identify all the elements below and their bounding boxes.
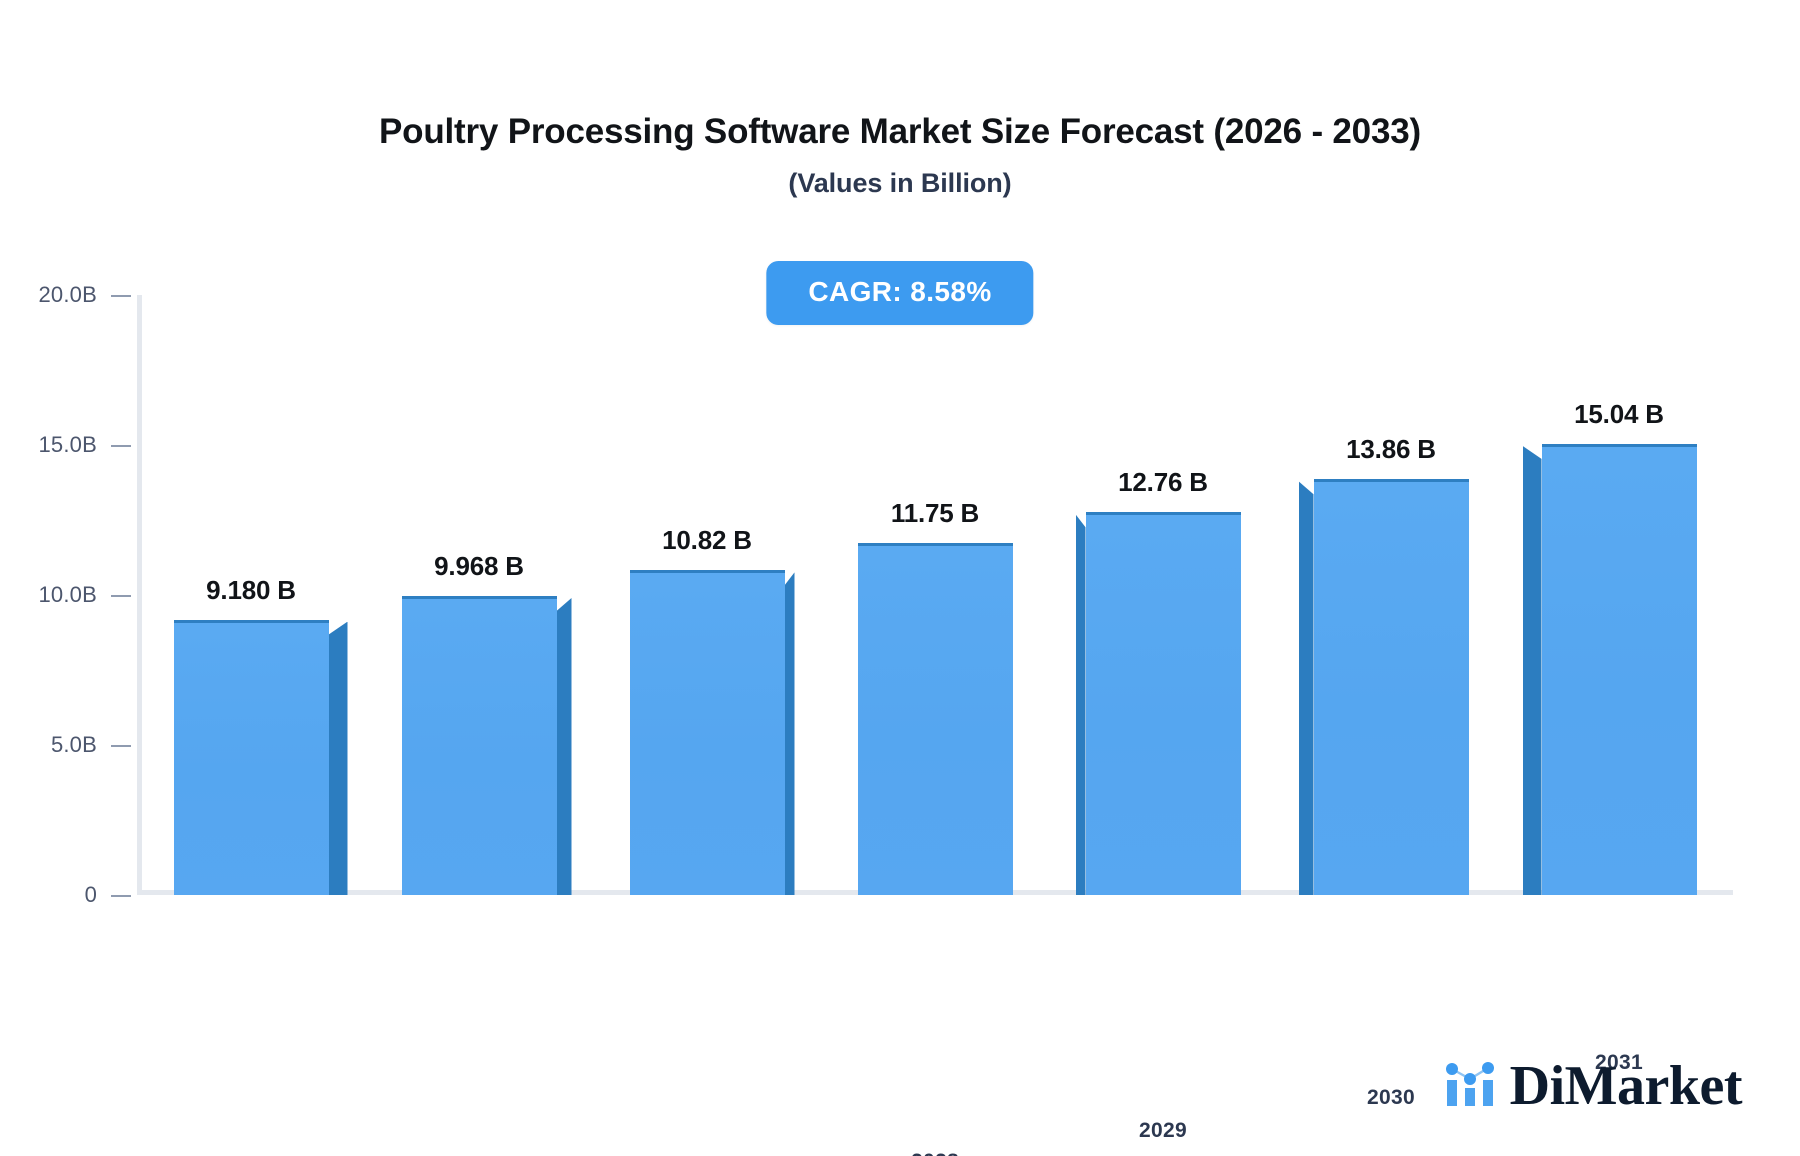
y-axis-tick-mark: [111, 895, 131, 898]
bar-group[interactable]: 11.75 B 2028: [857, 498, 1013, 1156]
y-axis-tick-mark: [111, 595, 131, 598]
y-axis-tick-mark: [111, 295, 131, 298]
bar[interactable]: [629, 570, 785, 895]
bar-value-label: 13.86 B: [1346, 434, 1436, 465]
bar[interactable]: [1541, 443, 1697, 895]
bar-side-face: [1075, 514, 1086, 895]
logo-wordmark: DiMarket: [1509, 1055, 1743, 1117]
bar-value-label: 12.76 B: [1118, 467, 1208, 498]
y-axis-line: [137, 295, 142, 895]
bar-side-face: [328, 621, 348, 895]
bar-group[interactable]: 9.180 B2025: [173, 575, 348, 895]
y-axis-tick: 15.0B: [7, 432, 137, 458]
x-axis-tick-label: 2030: [1367, 1086, 1415, 1110]
y-axis-tick: 20.0B: [7, 282, 137, 308]
bar-value-label: 15.04 B: [1574, 398, 1664, 429]
x-axis-tick-label: 2029: [1139, 1119, 1187, 1143]
bar-value-label: 10.82 B: [662, 525, 752, 556]
bar[interactable]: [1085, 512, 1241, 895]
y-axis-tick-label: 20.0B: [38, 282, 97, 307]
bar-side-face: [784, 572, 795, 895]
chart-title: Poultry Processing Software Market Size …: [379, 112, 1421, 151]
cagr-badge: CAGR: 8.58%: [766, 261, 1034, 325]
bar-value-label: 9.968 B: [434, 550, 524, 581]
y-axis-tick-label: 15.0B: [38, 432, 97, 457]
bar[interactable]: [401, 595, 557, 895]
y-axis-tick: 5.0B: [7, 732, 137, 758]
bar-side-face: [1522, 445, 1542, 895]
y-axis-tick-mark: [111, 445, 131, 448]
bar-group[interactable]: 12.76 B 2029: [1075, 467, 1241, 1142]
bars-layer: 9.180 B2025 9.968 B2026 10.82 B2027 11.75 B…: [137, 295, 1733, 1156]
x-axis-tick-label: 2031: [1595, 1050, 1643, 1074]
dimarket-logo: DiMarket: [1444, 1055, 1743, 1117]
bar-group[interactable]: 9.968 B2026: [401, 551, 572, 895]
bar-group[interactable]: 10.82 B2027: [629, 525, 795, 895]
bar-group[interactable]: 15.04 B 2031: [1522, 399, 1697, 1074]
bar-chart-trend-icon: [1444, 1060, 1496, 1113]
y-axis-tick: 10.0B: [7, 582, 137, 608]
y-axis-tick-label: 0: [84, 882, 97, 907]
bar-value-label: 11.75 B: [890, 497, 980, 528]
y-axis-tick-mark: [111, 745, 131, 748]
y-axis-tick-label: 5.0B: [50, 732, 97, 757]
bar-side-face: [1298, 481, 1314, 895]
y-axis-tick-label: 10.0B: [38, 582, 97, 607]
bar-value-label: 9.180 B: [206, 574, 296, 605]
bar[interactable]: [1313, 479, 1469, 895]
bar-group[interactable]: 13.86 B 2030: [1298, 434, 1469, 1109]
bar[interactable]: [857, 542, 1013, 895]
chart-subtitle: (Values in Billion): [788, 168, 1012, 198]
bar-side-face: [556, 597, 572, 895]
bar[interactable]: [173, 619, 329, 895]
y-axis-tick: 0: [7, 882, 137, 908]
x-axis-tick-label: 2028: [911, 1150, 959, 1156]
